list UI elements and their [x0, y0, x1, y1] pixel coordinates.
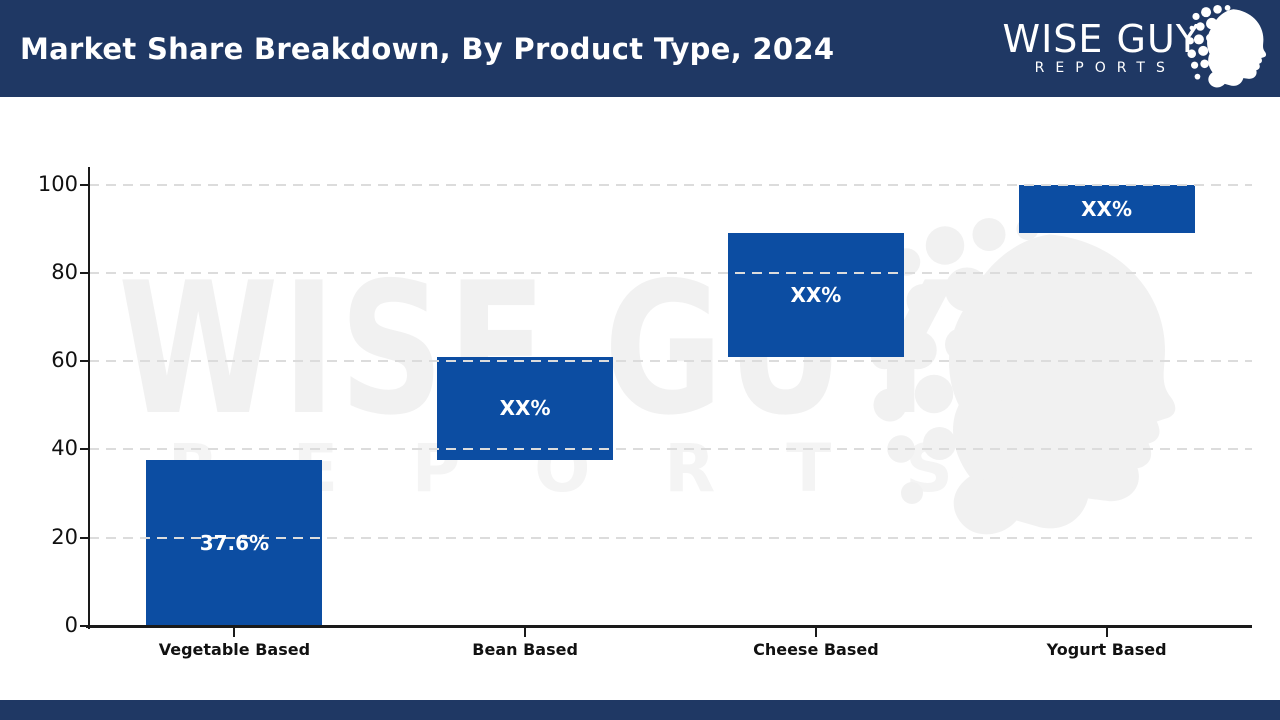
gridline — [89, 271, 1252, 274]
x-axis-spine — [86, 625, 1252, 628]
y-tick-label: 60 — [51, 348, 78, 373]
y-tick-label: 40 — [51, 436, 78, 461]
brand-name: WISE GUY — [1002, 16, 1200, 61]
y-tick-label: 20 — [51, 524, 78, 549]
x-tick — [1105, 628, 1108, 637]
y-axis-spine — [88, 167, 90, 629]
x-tick-label: Vegetable Based — [158, 640, 311, 659]
y-tick-label: 0 — [64, 613, 78, 637]
x-tick — [524, 628, 527, 637]
x-tick-label: Yogurt Based — [1046, 640, 1167, 659]
brand-text: WISE GUY REPORTS — [1002, 16, 1200, 77]
gridline — [89, 536, 1252, 539]
bar-value-label: XX% — [790, 283, 842, 307]
y-tick — [80, 183, 89, 186]
y-tick — [80, 448, 89, 451]
header: Market Share Breakdown, By Product Type,… — [0, 0, 1280, 97]
bar-value-label: XX% — [499, 396, 551, 421]
footer-bar — [0, 700, 1280, 720]
x-tick — [233, 628, 236, 637]
gridline — [89, 183, 1252, 186]
x-tick — [814, 628, 817, 637]
gridline — [89, 448, 1252, 451]
chart-title: Market Share Breakdown, By Product Type,… — [20, 31, 835, 66]
y-tick — [80, 536, 89, 539]
bar-value-label: 37.6% — [199, 531, 270, 555]
bar — [146, 460, 323, 626]
brand-face-icon — [1186, 5, 1272, 91]
bar-value-label: XX% — [1081, 196, 1133, 221]
bar — [437, 356, 614, 461]
x-tick-label: Bean Based — [472, 640, 578, 659]
gridline — [89, 360, 1252, 363]
x-tick-label: Cheese Based — [753, 640, 879, 659]
y-tick — [80, 625, 89, 627]
y-tick — [80, 271, 89, 274]
y-tick-label: 100 — [37, 171, 78, 196]
brand-logo: WISE GUY REPORTS — [1003, 4, 1272, 92]
brand-subtitle: REPORTS — [1034, 60, 1176, 77]
y-tick-label: 80 — [51, 259, 78, 284]
y-tick — [80, 360, 89, 363]
